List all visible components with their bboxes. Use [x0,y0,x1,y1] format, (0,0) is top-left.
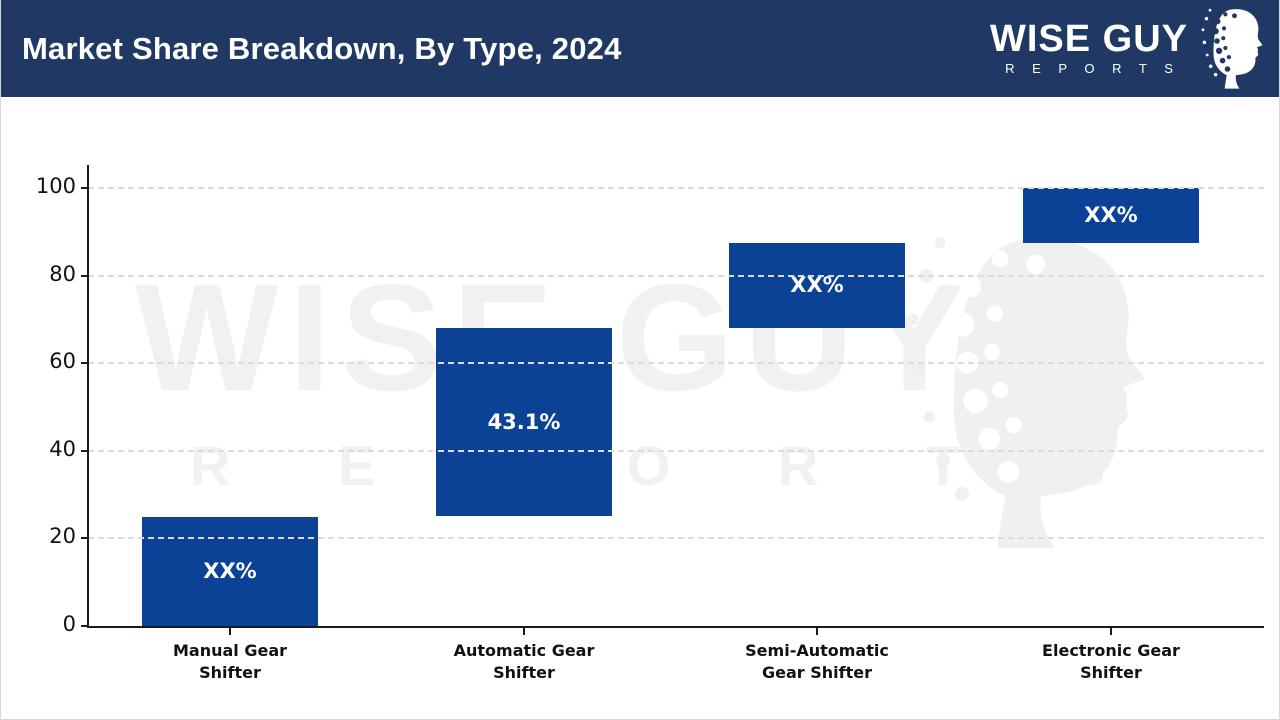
logo-text: WISE GUY R E P O R T S [990,20,1188,76]
x-tick-mark [816,628,818,635]
x-tick-mark [523,628,525,635]
y-tick-mark [81,625,88,627]
y-tick-label: 0 [62,612,76,636]
gridline [88,537,1264,540]
x-category-label: Electronic Gear Shifter [1042,641,1180,682]
gridline [88,362,1264,365]
y-tick-mark [81,449,88,452]
bar-value-label: XX% [790,273,844,298]
x-tick-mark [1110,628,1112,635]
wiseguy-logo: WISE GUY R E P O R T S [990,6,1272,90]
watermark-subtitle: R E P O R T S [190,434,1152,497]
y-tick-label: 40 [49,436,76,461]
y-tick-mark [81,187,88,189]
bar-value-label: 43.1% [487,410,561,435]
logo-subtitle: R E P O R T S [1005,61,1180,76]
bar-segment: XX% [1023,188,1199,243]
y-tick-label: 100 [35,174,76,198]
bar-segment: XX% [729,242,905,328]
logo-wordmark: WISE GUY [989,18,1188,60]
x-category-label: Manual Gear Shifter [172,641,288,682]
x-axis-line [87,626,1264,628]
y-tick-mark [81,362,88,365]
header: Market Share Breakdown, By Type, 2024 WI… [0,0,1280,97]
page-title: Market Share Breakdown, By Type, 2024 [22,30,622,66]
gridline [88,187,1264,189]
bar-segment: 43.1% [436,327,612,517]
y-tick-label: 80 [49,261,76,286]
gridline [88,274,1264,277]
gridline [88,449,1264,452]
y-axis-line [87,165,89,628]
bar-value-label: XX% [1084,203,1138,228]
logo-face-icon [1201,8,1263,89]
x-category-label: Automatic Gear Shifter [453,641,595,682]
bar-segment: XX% [142,516,318,626]
x-tick-mark [229,628,231,635]
x-category-label: Semi-Automatic Gear Shifter [745,641,889,682]
y-tick-mark [81,537,88,540]
y-tick-label: 60 [49,349,76,374]
y-tick-mark [81,274,88,277]
bar-value-label: XX% [203,559,257,584]
y-tick-label: 20 [49,524,76,549]
